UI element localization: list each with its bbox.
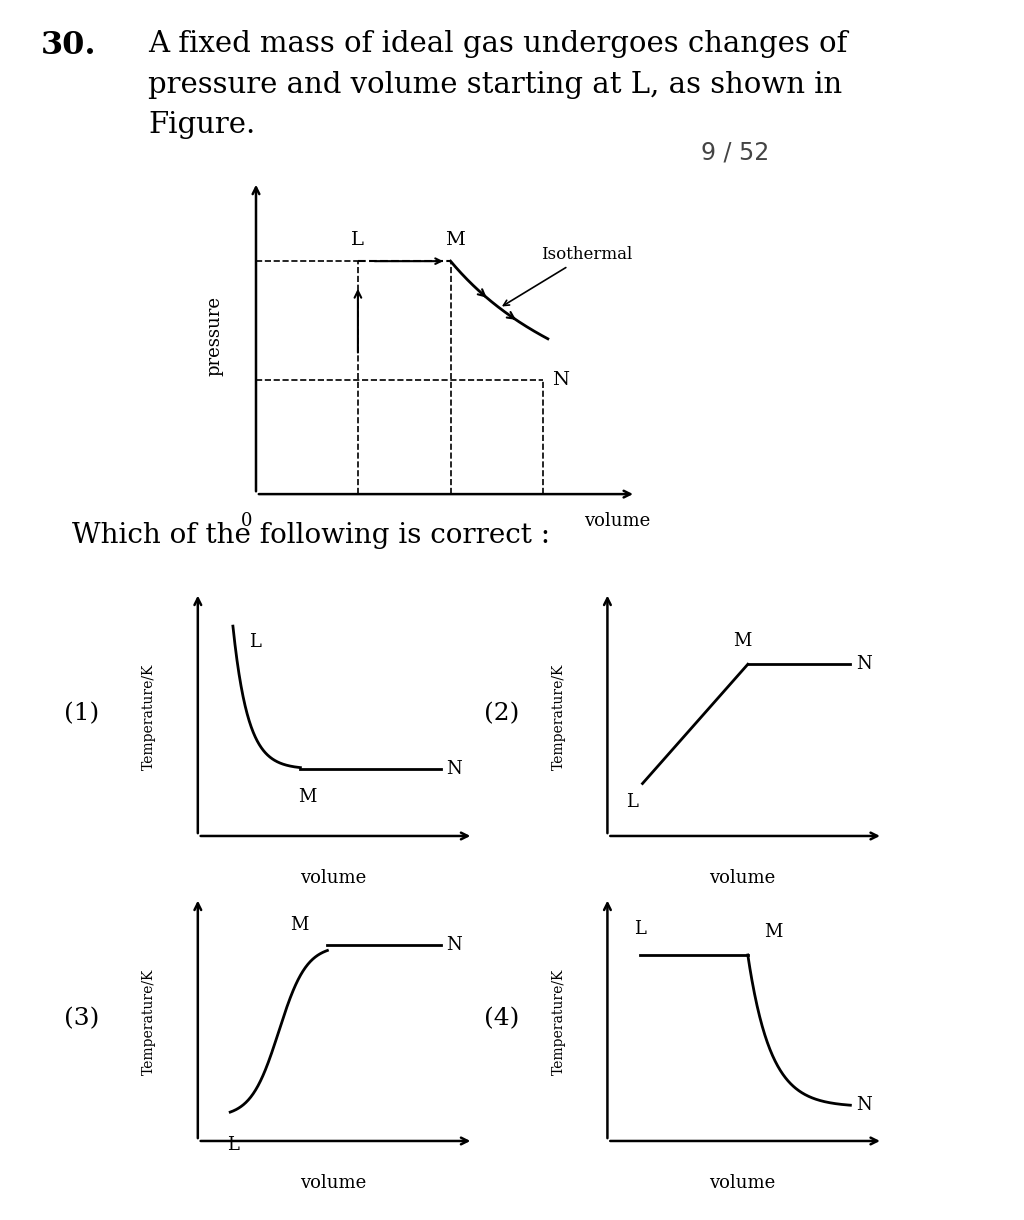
Text: pressure and volume starting at L, as shown in: pressure and volume starting at L, as sh… (148, 71, 843, 99)
Text: N: N (446, 937, 462, 954)
Text: M: M (764, 922, 782, 941)
Text: M: M (445, 232, 465, 249)
Text: 0: 0 (241, 512, 253, 529)
Text: Temperature/K: Temperature/K (552, 969, 566, 1075)
Text: (4): (4) (484, 1008, 519, 1030)
Text: (3): (3) (65, 1008, 99, 1030)
Text: volume: volume (710, 870, 775, 887)
Text: L: L (634, 920, 646, 938)
Text: N: N (856, 1097, 871, 1114)
Text: L: L (227, 1136, 239, 1154)
Text: 9 / 52: 9 / 52 (701, 140, 770, 165)
Text: N: N (553, 371, 569, 389)
Text: volume: volume (300, 1175, 366, 1192)
Text: M: M (733, 632, 752, 650)
Text: (1): (1) (65, 703, 99, 725)
Text: M: M (298, 788, 316, 806)
Text: 30.: 30. (41, 30, 96, 61)
Text: L: L (351, 232, 365, 249)
Text: Temperature/K: Temperature/K (142, 664, 157, 770)
Text: N: N (446, 760, 462, 778)
Text: Figure.: Figure. (148, 111, 256, 139)
Text: volume: volume (710, 1175, 775, 1192)
Text: L: L (626, 793, 638, 811)
Text: volume: volume (300, 870, 366, 887)
Text: Temperature/K: Temperature/K (142, 969, 157, 1075)
Text: Temperature/K: Temperature/K (552, 664, 566, 770)
Text: (2): (2) (484, 703, 519, 725)
Text: pressure: pressure (205, 295, 223, 376)
Text: L: L (249, 633, 261, 651)
Text: M: M (290, 915, 308, 933)
Text: Isothermal: Isothermal (504, 246, 633, 305)
Text: A fixed mass of ideal gas undergoes changes of: A fixed mass of ideal gas undergoes chan… (148, 30, 848, 59)
Text: volume: volume (585, 512, 650, 529)
Text: N: N (856, 655, 871, 673)
Text: Which of the following is correct :: Which of the following is correct : (72, 522, 550, 549)
